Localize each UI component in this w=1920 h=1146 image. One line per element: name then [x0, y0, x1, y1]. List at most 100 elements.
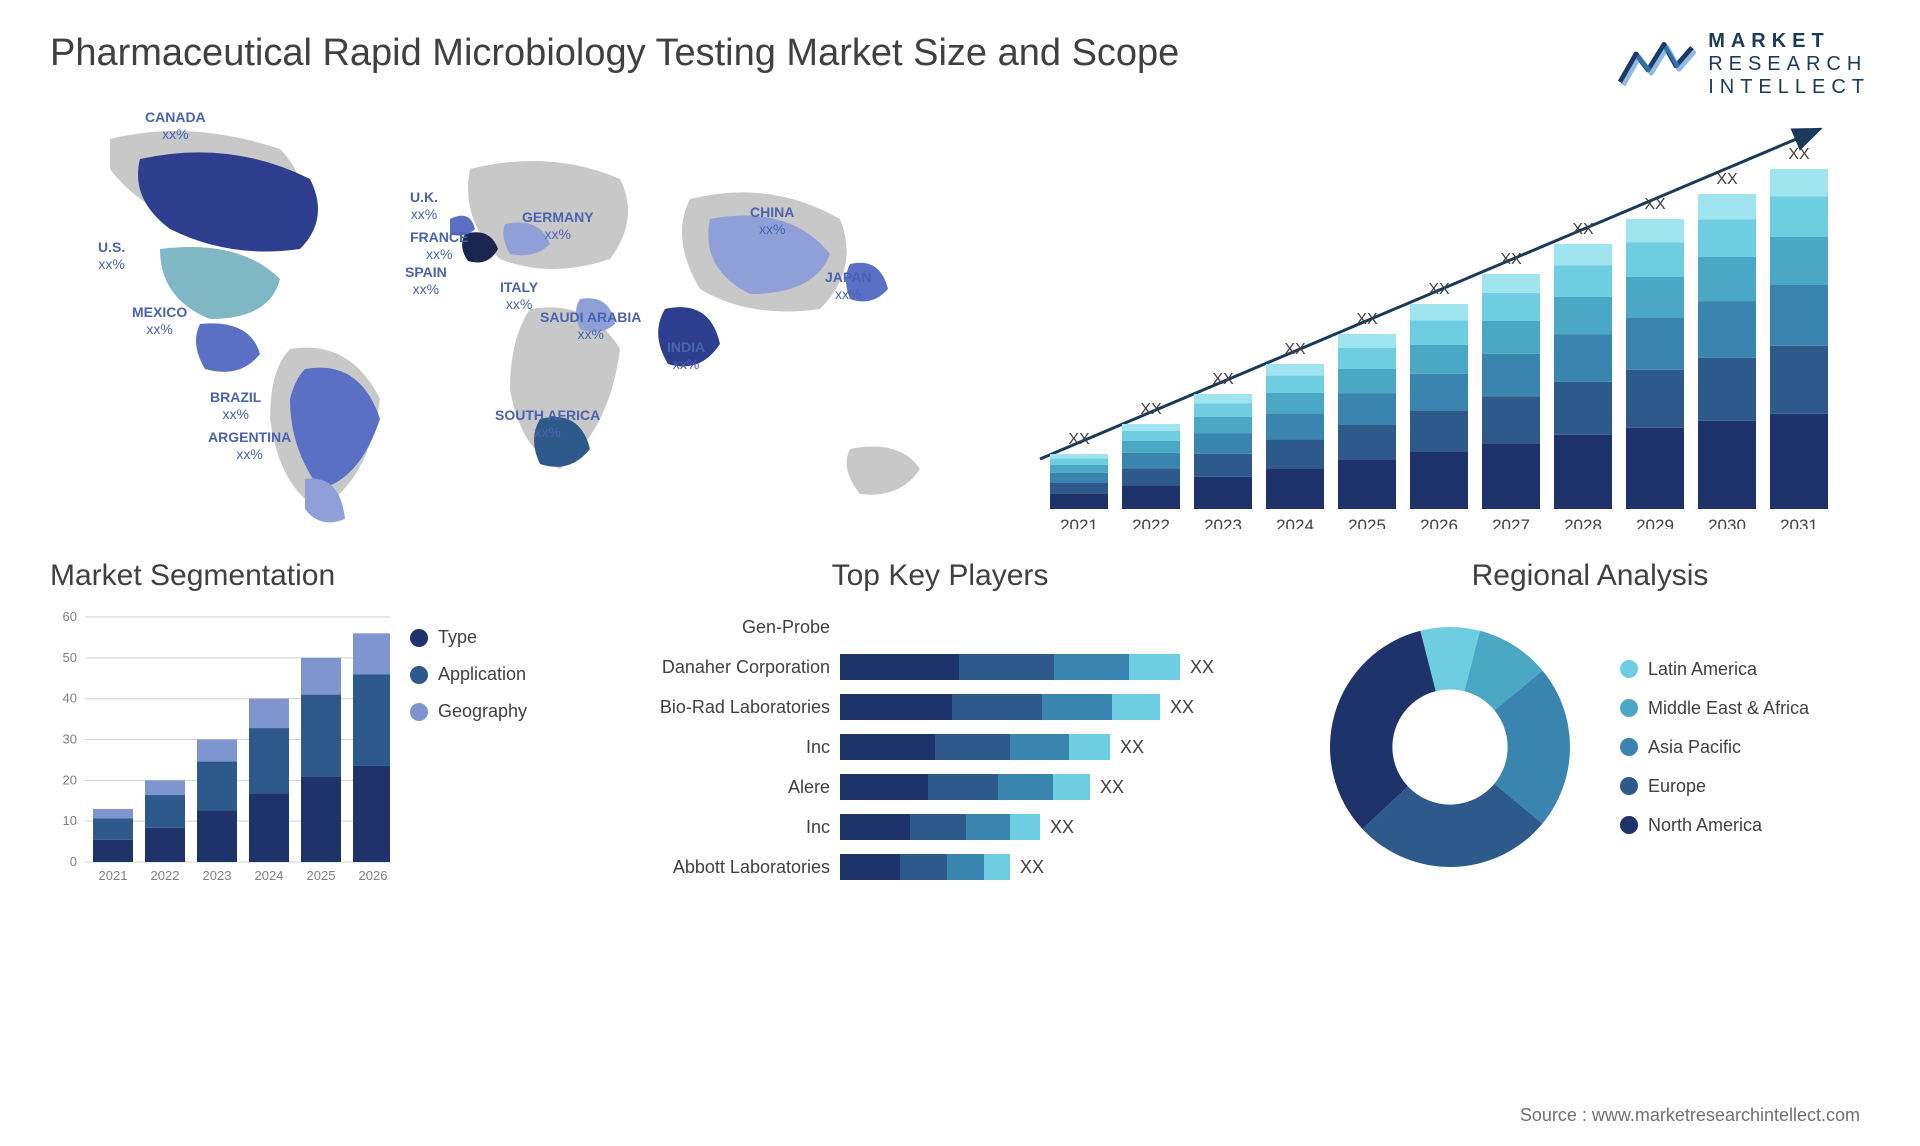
logo: MARKETRESEARCHINTELLECT: [1616, 30, 1870, 99]
svg-text:2021: 2021: [1060, 516, 1098, 529]
player-value: XX: [1050, 817, 1074, 838]
player-row: Inc XX: [620, 727, 1260, 767]
map-label: FRANCExx%: [410, 229, 468, 263]
world-map-icon: [50, 109, 970, 529]
svg-text:2025: 2025: [307, 868, 336, 883]
player-row: Danaher CorporationXX: [620, 647, 1260, 687]
segmentation-title: Market Segmentation: [50, 559, 570, 593]
svg-text:XX: XX: [1356, 311, 1378, 328]
regional-title: Regional Analysis: [1310, 559, 1870, 593]
player-row: Gen-Probe: [620, 607, 1260, 647]
map-label: ITALYxx%: [500, 279, 538, 313]
legend-item: Europe: [1620, 776, 1809, 797]
player-name: Bio-Rad Laboratories: [620, 697, 840, 718]
player-bar: [840, 814, 1040, 840]
svg-text:2030: 2030: [1708, 516, 1746, 529]
player-name: Abbott Laboratories: [620, 857, 840, 878]
player-bar: [840, 734, 1110, 760]
segmentation-panel: Market Segmentation 01020304050602021202…: [50, 559, 570, 887]
svg-text:2025: 2025: [1348, 516, 1386, 529]
player-bar: [840, 854, 1010, 880]
player-value: XX: [1120, 737, 1144, 758]
player-name: Alere: [620, 777, 840, 798]
legend-dot-icon: [410, 666, 428, 684]
svg-text:20: 20: [63, 772, 77, 787]
svg-text:XX: XX: [1068, 431, 1090, 448]
legend-label: Geography: [438, 701, 527, 722]
svg-text:XX: XX: [1212, 371, 1234, 388]
page-title: Pharmaceutical Rapid Microbiology Testin…: [50, 30, 1179, 78]
segmentation-chart: 0102030405060202120222023202420252026: [50, 607, 390, 887]
svg-text:2028: 2028: [1564, 516, 1602, 529]
player-value: XX: [1170, 697, 1194, 718]
map-label: JAPANxx%: [825, 269, 871, 303]
logo-text: MARKETRESEARCHINTELLECT: [1708, 30, 1870, 99]
player-bar: [840, 774, 1090, 800]
map-label: SAUDI ARABIAxx%: [540, 309, 641, 343]
map-label: INDIAxx%: [667, 339, 705, 373]
regional-donut-chart: [1310, 607, 1590, 887]
regional-panel: Regional Analysis Latin America Middle Ea…: [1310, 559, 1870, 887]
svg-text:XX: XX: [1572, 221, 1594, 238]
svg-text:2022: 2022: [1132, 516, 1170, 529]
svg-text:2023: 2023: [203, 868, 232, 883]
svg-text:XX: XX: [1140, 401, 1162, 418]
svg-text:2021: 2021: [99, 868, 128, 883]
player-bar-wrap: XX: [840, 774, 1260, 800]
world-map-panel: CANADAxx%U.S.xx%MEXICOxx%BRAZILxx%ARGENT…: [50, 109, 970, 529]
source-text: Source : www.marketresearchintellect.com: [1520, 1105, 1860, 1126]
svg-text:2026: 2026: [1420, 516, 1458, 529]
regional-legend: Latin America Middle East & Africa Asia Pa…: [1620, 659, 1809, 836]
map-label: ARGENTINAxx%: [208, 429, 291, 463]
players-list: Gen-ProbeDanaher CorporationXXBio-Rad La…: [620, 607, 1260, 887]
map-label: CANADAxx%: [145, 109, 206, 143]
logo-mark-icon: [1616, 32, 1696, 97]
svg-text:2026: 2026: [359, 868, 388, 883]
svg-text:2029: 2029: [1636, 516, 1674, 529]
player-bar-wrap: XX: [840, 694, 1260, 720]
svg-text:2022: 2022: [151, 868, 180, 883]
players-panel: Top Key Players Gen-ProbeDanaher Corpora…: [620, 559, 1260, 887]
player-row: Abbott Laboratories XX: [620, 847, 1260, 887]
svg-text:2031: 2031: [1780, 516, 1818, 529]
svg-text:60: 60: [63, 609, 77, 624]
legend-item: North America: [1620, 815, 1809, 836]
segmentation-legend: Type Application Geography: [410, 607, 527, 887]
player-bar-wrap: XX: [840, 734, 1260, 760]
svg-text:30: 30: [63, 732, 77, 747]
svg-text:XX: XX: [1644, 196, 1666, 213]
legend-dot-icon: [410, 703, 428, 721]
map-label: U.K.xx%: [410, 189, 438, 223]
legend-label: Application: [438, 664, 526, 685]
legend-item: Middle East & Africa: [1620, 698, 1809, 719]
player-row: Bio-Rad Laboratories XX: [620, 687, 1260, 727]
svg-text:XX: XX: [1788, 146, 1810, 163]
player-name: Inc: [620, 817, 840, 838]
legend-dot-icon: [1620, 816, 1638, 834]
svg-text:XX: XX: [1716, 171, 1738, 188]
svg-text:XX: XX: [1284, 341, 1306, 358]
legend-label: Europe: [1648, 776, 1706, 797]
player-bar-wrap: XX: [840, 854, 1260, 880]
player-value: XX: [1100, 777, 1124, 798]
player-value: XX: [1190, 657, 1214, 678]
legend-dot-icon: [410, 629, 428, 647]
svg-text:40: 40: [63, 691, 77, 706]
legend-dot-icon: [1620, 738, 1638, 756]
legend-label: Type: [438, 627, 477, 648]
svg-text:50: 50: [63, 650, 77, 665]
map-label: CHINAxx%: [750, 204, 794, 238]
legend-item: Application: [410, 664, 527, 685]
legend-label: Asia Pacific: [1648, 737, 1741, 758]
player-value: XX: [1020, 857, 1044, 878]
player-row: Inc XX: [620, 807, 1260, 847]
legend-item: Geography: [410, 701, 527, 722]
svg-text:2027: 2027: [1492, 516, 1530, 529]
legend-item: Latin America: [1620, 659, 1809, 680]
svg-text:2023: 2023: [1204, 516, 1242, 529]
player-bar-wrap: XX: [840, 814, 1260, 840]
svg-text:XX: XX: [1428, 281, 1450, 298]
player-name: Inc: [620, 737, 840, 758]
svg-text:2024: 2024: [1276, 516, 1314, 529]
player-bar: [840, 654, 1180, 680]
